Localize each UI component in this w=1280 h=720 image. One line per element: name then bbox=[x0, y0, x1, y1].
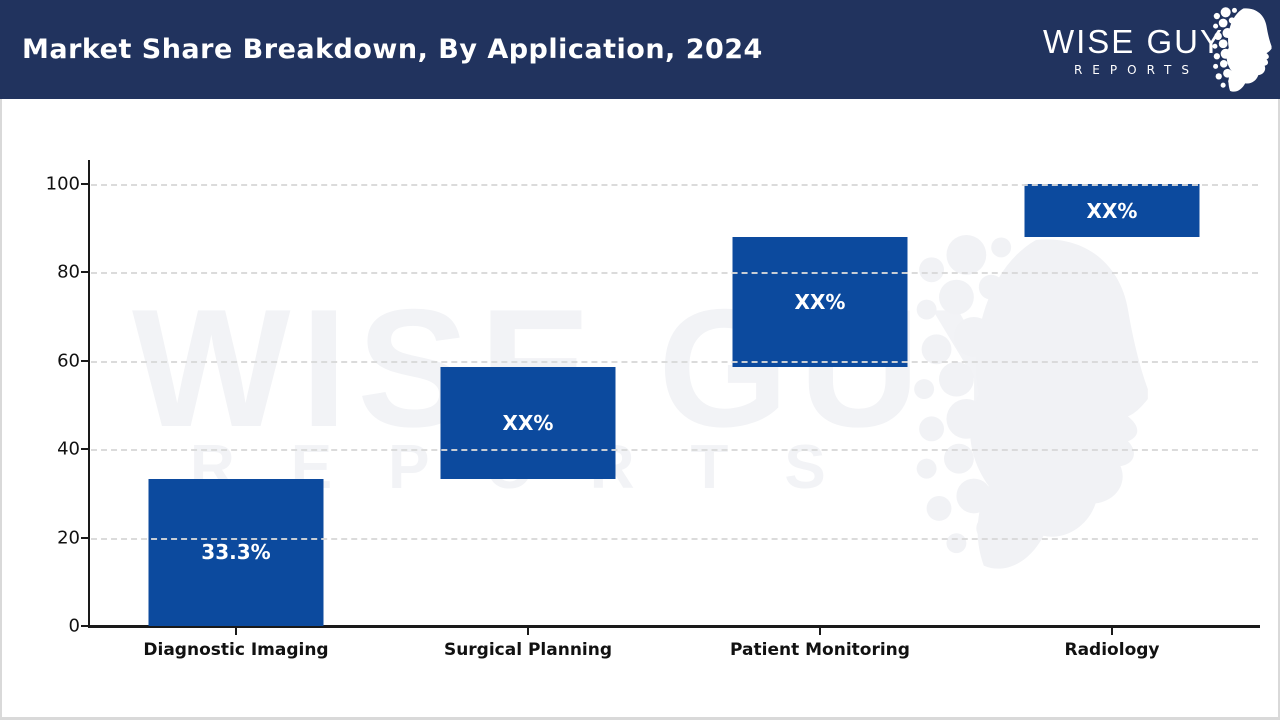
gridline-60 bbox=[91, 360, 1258, 363]
bar-value-label-radiology: XX% bbox=[1086, 198, 1138, 223]
x-category-label-diagnostic-imaging: Diagnostic Imaging bbox=[143, 640, 329, 660]
x-tick-mark-surgical-planning bbox=[527, 628, 529, 635]
x-category-label-surgical-planning: Surgical Planning bbox=[443, 640, 613, 660]
gridline-100 bbox=[91, 184, 1258, 186]
y-tick-label-60: 60 bbox=[57, 350, 80, 372]
bar-diagnostic-imaging bbox=[148, 478, 324, 626]
y-tick-mark-100 bbox=[81, 183, 89, 185]
y-tick-mark-40 bbox=[81, 448, 89, 451]
bar-surgical-planning bbox=[440, 366, 616, 479]
bar-patient-monitoring bbox=[732, 237, 908, 367]
gridline-20 bbox=[91, 537, 1258, 540]
x-tick-mark-diagnostic-imaging bbox=[235, 628, 237, 635]
y-tick-label-20: 20 bbox=[57, 527, 80, 549]
header-bar: Market Share Breakdown, By Application, … bbox=[0, 0, 1280, 99]
bar-value-label-diagnostic-imaging: 33.3% bbox=[201, 540, 271, 565]
gridline-40 bbox=[91, 449, 1258, 452]
y-tick-mark-60 bbox=[81, 359, 89, 362]
chart-title: Market Share Breakdown, By Application, … bbox=[22, 34, 763, 65]
gridline-80 bbox=[91, 272, 1258, 275]
y-tick-mark-0 bbox=[81, 625, 89, 627]
x-category-label-radiology: Radiology bbox=[1064, 640, 1160, 660]
y-tick-label-40: 40 bbox=[57, 438, 80, 460]
y-tick-mark-80 bbox=[81, 271, 89, 274]
y-tick-label-0: 0 bbox=[68, 615, 80, 637]
x-tick-mark-radiology bbox=[1111, 628, 1113, 635]
bar-radiology bbox=[1024, 184, 1200, 238]
y-tick-label-100: 100 bbox=[45, 173, 80, 195]
logo-wordmark: WISE GUY bbox=[1042, 23, 1224, 60]
bar-value-label-patient-monitoring: XX% bbox=[794, 290, 846, 314]
logo-text: WISE GUY REPORTS bbox=[1043, 23, 1224, 77]
wise-guy-reports-logo: WISE GUY REPORTS bbox=[1043, 4, 1274, 96]
y-tick-label-80: 80 bbox=[57, 261, 80, 283]
x-axis-spine bbox=[88, 625, 1260, 628]
bar-value-label-surgical-planning: XX% bbox=[502, 410, 554, 435]
logo-reports-text: REPORTS bbox=[1073, 63, 1199, 77]
x-tick-mark-patient-monitoring bbox=[819, 628, 821, 635]
x-category-label-patient-monitoring: Patient Monitoring bbox=[730, 640, 910, 660]
y-axis-spine bbox=[88, 160, 90, 627]
y-tick-mark-20 bbox=[81, 536, 89, 539]
